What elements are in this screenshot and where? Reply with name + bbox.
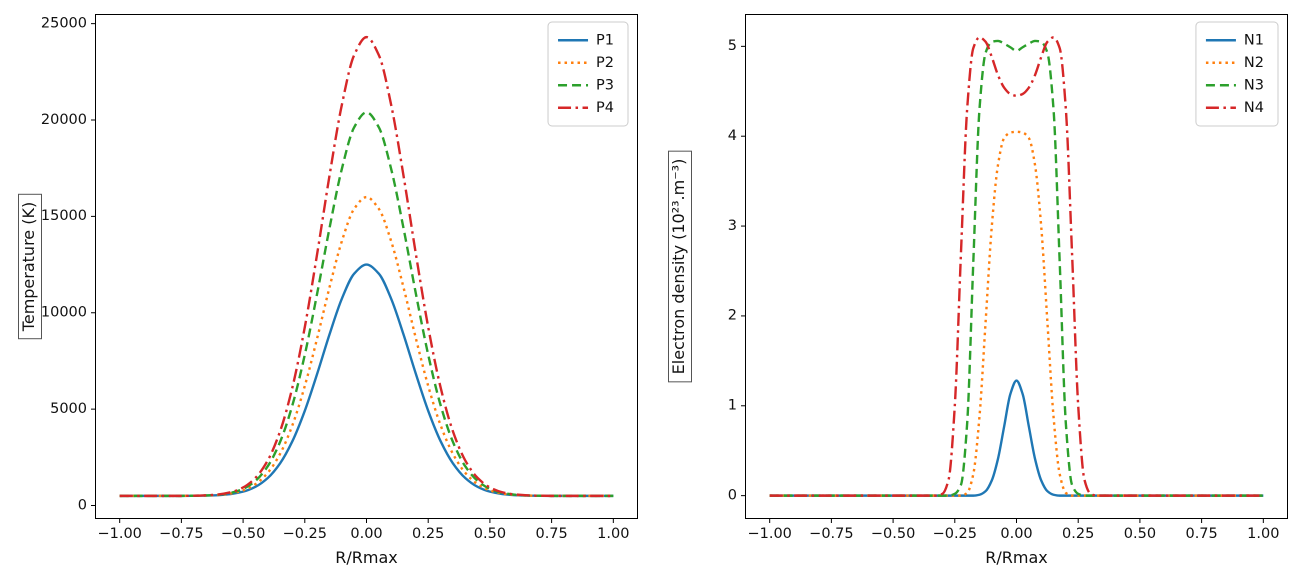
temperature-subplot — [0, 0, 650, 587]
temperature-chart-canvas — [0, 0, 650, 587]
electron-density-chart-canvas — [650, 0, 1300, 587]
electron-density-subplot — [650, 0, 1300, 587]
